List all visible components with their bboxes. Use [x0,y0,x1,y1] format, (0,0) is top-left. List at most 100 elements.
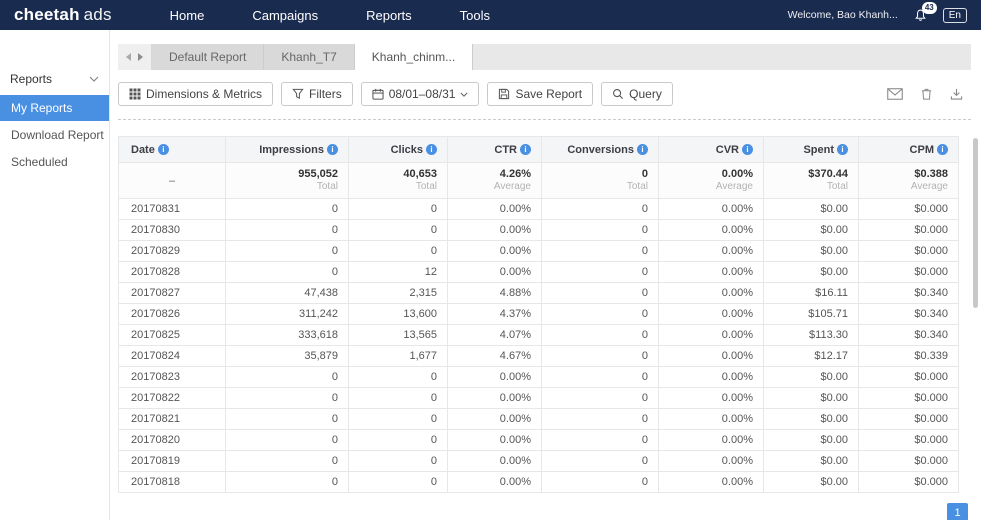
left-arrow-icon [126,53,131,61]
nav-home[interactable]: Home [169,7,205,23]
data-cell: 4.07% [447,324,542,346]
calendar-icon [372,88,384,100]
data-cell: 0 [541,450,659,472]
column-header-spent[interactable]: Spent i [763,136,859,163]
table-row: 20170830 0 0 0.00% 0 0.00% $0.00 $0.000 [118,219,959,241]
sidebar-item-download-report[interactable]: Download Report [11,128,104,142]
data-cell: 0.00% [658,450,764,472]
tab-scroll-left-button[interactable] [126,48,131,66]
date-cell: 20170826 [118,303,226,325]
notification-badge: 43 [921,2,937,14]
data-cell: 47,438 [225,282,349,304]
column-label: Clicks [390,143,423,156]
data-cell: $0.000 [858,198,959,220]
column-label: Spent [803,143,834,156]
data-cell: 0 [541,387,659,409]
download-icon[interactable] [950,87,963,101]
data-cell: 0 [541,471,659,493]
logo-text-bold: cheetah [14,5,80,24]
column-header-impressions[interactable]: Impressions i [225,136,349,163]
date-range-button[interactable]: 08/01–08/31 [360,82,480,106]
info-icon: i [520,143,531,155]
date-cell: 20170828 [118,261,226,283]
sidebar: Reports My Reports Download Report Sched… [0,30,110,520]
data-cell: 0 [225,408,349,430]
tab-default-report[interactable]: Default Report [152,44,265,70]
data-cell: 0.00% [447,471,542,493]
page-button-1[interactable]: 1 [947,503,968,520]
tab-khanh-chinm[interactable]: Khanh_chinm... [354,44,474,70]
data-cell: $0.340 [858,303,959,325]
table-row: 20170821 0 0 0.00% 0 0.00% $0.00 $0.000 [118,408,959,430]
data-cell: $113.30 [763,324,859,346]
app-body: Reports My Reports Download Report Sched… [0,30,981,520]
data-cell: 4.88% [447,282,542,304]
user-name[interactable]: Bao Khanh... [837,9,898,21]
data-cell: 0.00% [658,408,764,430]
data-cell: $0.00 [763,198,859,220]
data-cell: 0.00% [447,408,542,430]
column-header-date[interactable]: Date i [118,136,226,163]
column-header-conversions[interactable]: Conversions i [541,136,659,163]
summary-cell: 40,653 Total [348,162,448,199]
dimensions-metrics-label: Dimensions & Metrics [146,87,263,101]
email-icon[interactable] [887,88,903,100]
sidebar-item-scheduled[interactable]: Scheduled [11,155,68,169]
dimensions-metrics-button[interactable]: Dimensions & Metrics [118,82,274,106]
data-cell: $0.339 [858,345,959,367]
nav-tools[interactable]: Tools [459,7,491,23]
sidebar-item-my-reports[interactable]: My Reports [0,95,109,121]
data-cell: 0 [541,429,659,451]
column-header-ctr[interactable]: CTR i [447,136,542,163]
data-cell: 0 [225,366,349,388]
data-cell: 0 [541,240,659,262]
data-cell: 4.67% [447,345,542,367]
data-cell: 0 [541,282,659,304]
info-icon: i [742,143,753,155]
table-row: 20170831 0 0 0.00% 0 0.00% $0.00 $0.000 [118,198,959,220]
data-cell: $0.000 [858,429,959,451]
logo-text-light: ads [83,5,112,24]
welcome-label: Welcome, [787,9,835,21]
data-cell: $0.000 [858,408,959,430]
query-button[interactable]: Query [601,82,673,106]
data-cell: $0.000 [858,387,959,409]
data-cell: 0.00% [447,261,542,283]
data-cell: 0.00% [658,198,764,220]
save-report-button[interactable]: Save Report [487,82,594,106]
info-icon: i [937,143,948,155]
summary-date-cell: – [118,162,226,199]
sidebar-section-reports[interactable]: Reports [0,72,109,95]
filters-button[interactable]: Filters [281,82,353,106]
scrollbar[interactable] [973,138,978,308]
data-cell: 0.00% [658,429,764,451]
language-button[interactable]: En [942,7,967,23]
data-cell: 0.00% [658,219,764,241]
notifications-button[interactable]: 43 [913,2,937,22]
data-cell: 0 [541,219,659,241]
column-header-clicks[interactable]: Clicks i [348,136,448,163]
trash-icon[interactable] [920,87,933,101]
data-cell: 0 [348,450,448,472]
app-logo[interactable]: cheetah ads [14,5,112,25]
date-cell: 20170823 [118,366,226,388]
column-header-cpm[interactable]: CPM i [858,136,959,163]
data-cell: 0 [348,240,448,262]
data-cell: 0.00% [658,303,764,325]
data-cell: 13,600 [348,303,448,325]
search-icon [613,89,624,100]
tab-scroll-right-button[interactable] [138,48,143,66]
nav-reports[interactable]: Reports [366,7,412,23]
nav-campaigns[interactable]: Campaigns [252,7,319,23]
report-table: Date i Impressions i Clicks i CTR i Conversions i… [118,136,959,493]
chevron-down-icon [89,76,99,82]
data-cell: 0.00% [658,366,764,388]
navbar-right: Welcome, Bao Khanh... 43 En [787,2,967,23]
right-arrow-icon [138,53,143,61]
data-cell: 0.00% [658,240,764,262]
table-row: 20170822 0 0 0.00% 0 0.00% $0.00 $0.000 [118,387,959,409]
column-header-cvr[interactable]: CVR i [658,136,764,163]
table-row: 20170829 0 0 0.00% 0 0.00% $0.00 $0.000 [118,240,959,262]
date-range-label: 08/01–08/31 [388,87,456,101]
tab-khanh-t7[interactable]: Khanh_T7 [264,44,355,70]
